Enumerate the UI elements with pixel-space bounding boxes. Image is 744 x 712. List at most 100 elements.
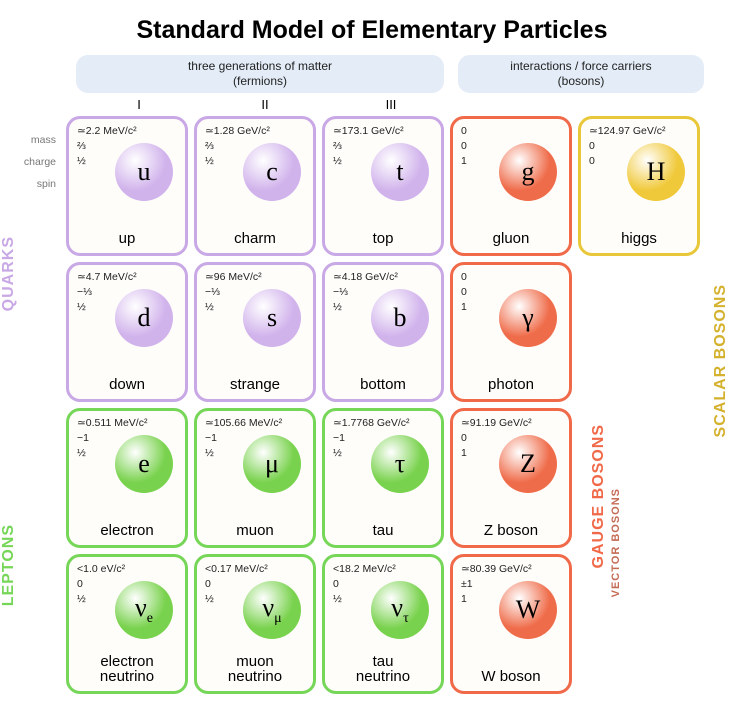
particle-mass: 0 [461,271,563,283]
particle-mass: ≃173.1 GeV/c² [333,125,435,137]
particle-name: tauneutrino [325,654,441,686]
particle-mass: ≃4.7 MeV/c² [77,271,179,283]
particle-name: muonneutrino [197,654,313,686]
particle-ball: d [115,289,173,347]
header-bosons-line1: interactions / force carriers [468,59,694,74]
particle-symbol: γ [522,303,534,333]
particle-muon: ≃105.66 MeV/c²−1½μmuon [194,408,316,548]
particle-ball: νe [115,581,173,639]
particle-mnu: <0.17 MeV/c²0½νμmuonneutrino [194,554,316,694]
particle-charm: ≃1.28 GeV/c²⅔½ccharm [194,116,316,256]
particle-mass: ≃1.28 GeV/c² [205,125,307,137]
particle-ball: μ [243,435,301,493]
particle-ball: u [115,143,173,201]
particle-electron: ≃0.511 MeV/c²−1½eelectron [66,408,188,548]
particle-mass: <0.17 MeV/c² [205,563,307,575]
particle-symbol: τ [395,449,405,479]
particle-ball: e [115,435,173,493]
axis-charge: charge [24,156,56,168]
particle-higgs: ≃124.97 GeV/c²00Hhiggs [578,116,700,256]
particle-symbol: u [138,157,151,187]
axis-spin: spin [37,178,56,190]
particle-grid: ≃2.2 MeV/c²⅔½uup≃1.28 GeV/c²⅔½ccharm≃173… [66,116,700,694]
particle-symbol: t [396,157,403,187]
particle-name: photon [453,377,569,393]
particle-mass: ≃2.2 MeV/c² [77,125,179,137]
particle-symbol: e [138,449,150,479]
particle-name: charm [197,231,313,247]
header-fermions-line1: three generations of matter [86,59,434,74]
particle-gluon: 001ggluon [450,116,572,256]
particle-bottom: ≃4.18 GeV/c²−⅓½bbottom [322,262,444,402]
particle-mass: <1.0 eV/c² [77,563,179,575]
label-vector: VECTOR BOSONS [610,488,622,597]
particle-symbol: νe [135,593,153,627]
particle-photon: 001γphoton [450,262,572,402]
particle-symbol: ντ [391,593,408,627]
particle-ball: g [499,143,557,201]
particle-mass: ≃124.97 GeV/c² [589,125,691,137]
particle-ball: τ [371,435,429,493]
particle-strange: ≃96 MeV/c²−⅓½sstrange [194,262,316,402]
particle-ball: H [627,143,685,201]
particle-mass: 0 [461,125,563,137]
particle-ball: c [243,143,301,201]
particle-symbol: H [647,157,666,187]
header-row: three generations of matter (fermions) i… [76,55,724,93]
particle-name: electron [69,523,185,539]
particle-enu: <1.0 eV/c²0½νeelectronneutrino [66,554,188,694]
generation-1: I [76,97,202,112]
page-title: Standard Model of Elementary Particles [20,16,724,45]
label-gauge: GAUGE BOSONS [590,424,608,568]
particle-down: ≃4.7 MeV/c²−⅓½ddown [66,262,188,402]
particle-name: tau [325,523,441,539]
generation-3: III [328,97,454,112]
particle-name: higgs [581,231,697,247]
particle-mass: ≃4.18 GeV/c² [333,271,435,283]
header-bosons-line2: (bosons) [468,74,694,89]
label-quarks: QUARKS [0,236,18,311]
label-scalar: SCALAR BOSONS [712,284,730,437]
particle-ball: s [243,289,301,347]
particle-name: Z boson [453,523,569,539]
particle-mass: ≃0.511 MeV/c² [77,417,179,429]
header-bosons: interactions / force carriers (bosons) [458,55,704,93]
particle-mass: ≃80.39 GeV/c² [461,563,563,575]
particle-symbol: g [522,157,535,187]
particle-symbol: W [516,595,541,625]
particle-name: down [69,377,185,393]
particle-mass: ≃91.19 GeV/c² [461,417,563,429]
particle-symbol: s [267,303,277,333]
particle-mass: ≃1.7768 GeV/c² [333,417,435,429]
header-fermions: three generations of matter (fermions) [76,55,444,93]
header-fermions-line2: (fermions) [86,74,434,89]
particle-ball: b [371,289,429,347]
particle-name: W boson [453,669,569,685]
particle-symbol: d [138,303,151,333]
axis-mass: mass [31,134,56,146]
label-leptons: LEPTONS [0,524,18,606]
particle-mass: <18.2 MeV/c² [333,563,435,575]
particle-symbol: Z [520,449,536,479]
particle-ball: Z [499,435,557,493]
particle-name: gluon [453,231,569,247]
particle-w: ≃80.39 GeV/c²±11WW boson [450,554,572,694]
left-axis-labels: mass charge spin [20,116,66,694]
particle-name: strange [197,377,313,393]
particle-ball: νμ [243,581,301,639]
particle-symbol: c [266,157,278,187]
particle-top: ≃173.1 GeV/c²⅔½ttop [322,116,444,256]
particle-up: ≃2.2 MeV/c²⅔½uup [66,116,188,256]
particle-symbol: μ [265,449,279,479]
generation-row: I II III [76,97,724,112]
particle-tau: ≃1.7768 GeV/c²−1½τtau [322,408,444,548]
generation-2: II [202,97,328,112]
particle-ball: ντ [371,581,429,639]
particle-name: muon [197,523,313,539]
main-area: mass charge spin ≃2.2 MeV/c²⅔½uup≃1.28 G… [20,116,724,694]
particle-symbol: b [394,303,407,333]
particle-ball: t [371,143,429,201]
particle-name: top [325,231,441,247]
particle-ball: γ [499,289,557,347]
particle-name: up [69,231,185,247]
